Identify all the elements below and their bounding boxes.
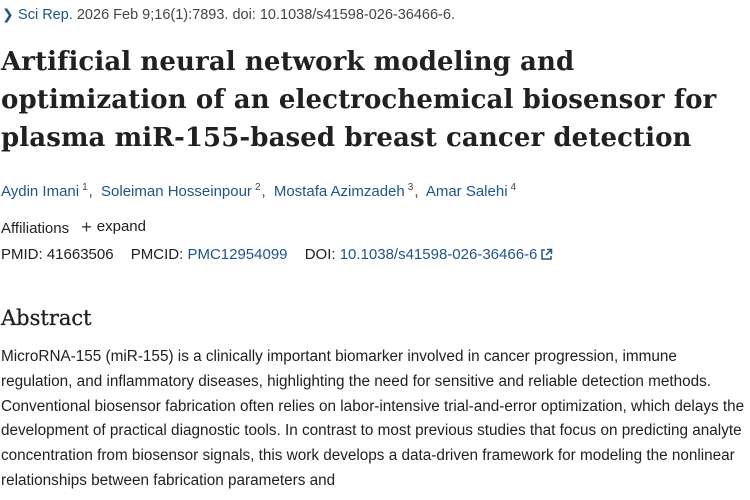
author-separator: , bbox=[261, 183, 266, 200]
affiliation-number: 2 bbox=[254, 182, 261, 193]
citation-details: 2026 Feb 9;16(1):7893. doi: 10.1038/s415… bbox=[72, 7, 455, 23]
plus-icon: + bbox=[81, 217, 92, 237]
expand-label: expand bbox=[96, 218, 146, 235]
pmid-label: PMID: bbox=[1, 246, 43, 263]
author-name: Aydin Imani bbox=[1, 183, 80, 200]
author-name: Mostafa Azimzadeh bbox=[273, 183, 405, 200]
author-link[interactable]: Aydin Imani 1 bbox=[1, 182, 88, 200]
abstract-text: MicroRNA-155 (miR-155) is a clinically i… bbox=[1, 348, 745, 489]
pmcid-label: PMCID: bbox=[130, 246, 184, 263]
author-name: Soleiman Hosseinpour bbox=[101, 183, 252, 200]
affiliations-label: Affiliations bbox=[1, 220, 70, 237]
affiliations-row: Affiliations + expand bbox=[1, 217, 146, 239]
citation-line: ❯ Sci Rep. 2026 Feb 9;16(1):7893. doi: 1… bbox=[2, 4, 455, 25]
author-name: Amar Salehi bbox=[425, 183, 508, 200]
author-list: Aydin Imani 1, Soleiman Hosseinpour 2, Mos… bbox=[1, 178, 516, 202]
abstract-heading: Abstract bbox=[1, 306, 92, 330]
author-link[interactable]: Soleiman Hosseinpour 2 bbox=[101, 182, 261, 200]
affiliation-number: 4 bbox=[510, 182, 517, 193]
doi-label: DOI: bbox=[304, 246, 336, 263]
pmid-value: 41663506 bbox=[46, 246, 114, 263]
journal-link[interactable]: Sci Rep. bbox=[18, 7, 73, 23]
affiliation-number: 3 bbox=[407, 182, 414, 193]
affiliation-number: 1 bbox=[82, 182, 88, 193]
doi-value: 10.1038/s41598-026-36466-6 bbox=[339, 246, 538, 263]
expand-affiliations-button[interactable]: + expand bbox=[81, 217, 146, 237]
identifiers-row: PMID: 41663506 PMCID: PMC12954099 DOI: 1… bbox=[1, 245, 553, 267]
article-title: Artificial neural network modeling and o… bbox=[1, 47, 717, 153]
external-link-icon bbox=[540, 247, 553, 267]
chevron-right-icon: ❯ bbox=[2, 6, 14, 22]
author-link[interactable]: Mostafa Azimzadeh 3 bbox=[273, 182, 414, 200]
author-separator: , bbox=[88, 183, 93, 200]
pmcid-link[interactable]: PMC12954099 bbox=[187, 246, 288, 263]
author-separator: , bbox=[414, 183, 419, 200]
author-link[interactable]: Amar Salehi 4 bbox=[425, 182, 517, 200]
doi-link[interactable]: 10.1038/s41598-026-36466-6 bbox=[340, 246, 554, 263]
